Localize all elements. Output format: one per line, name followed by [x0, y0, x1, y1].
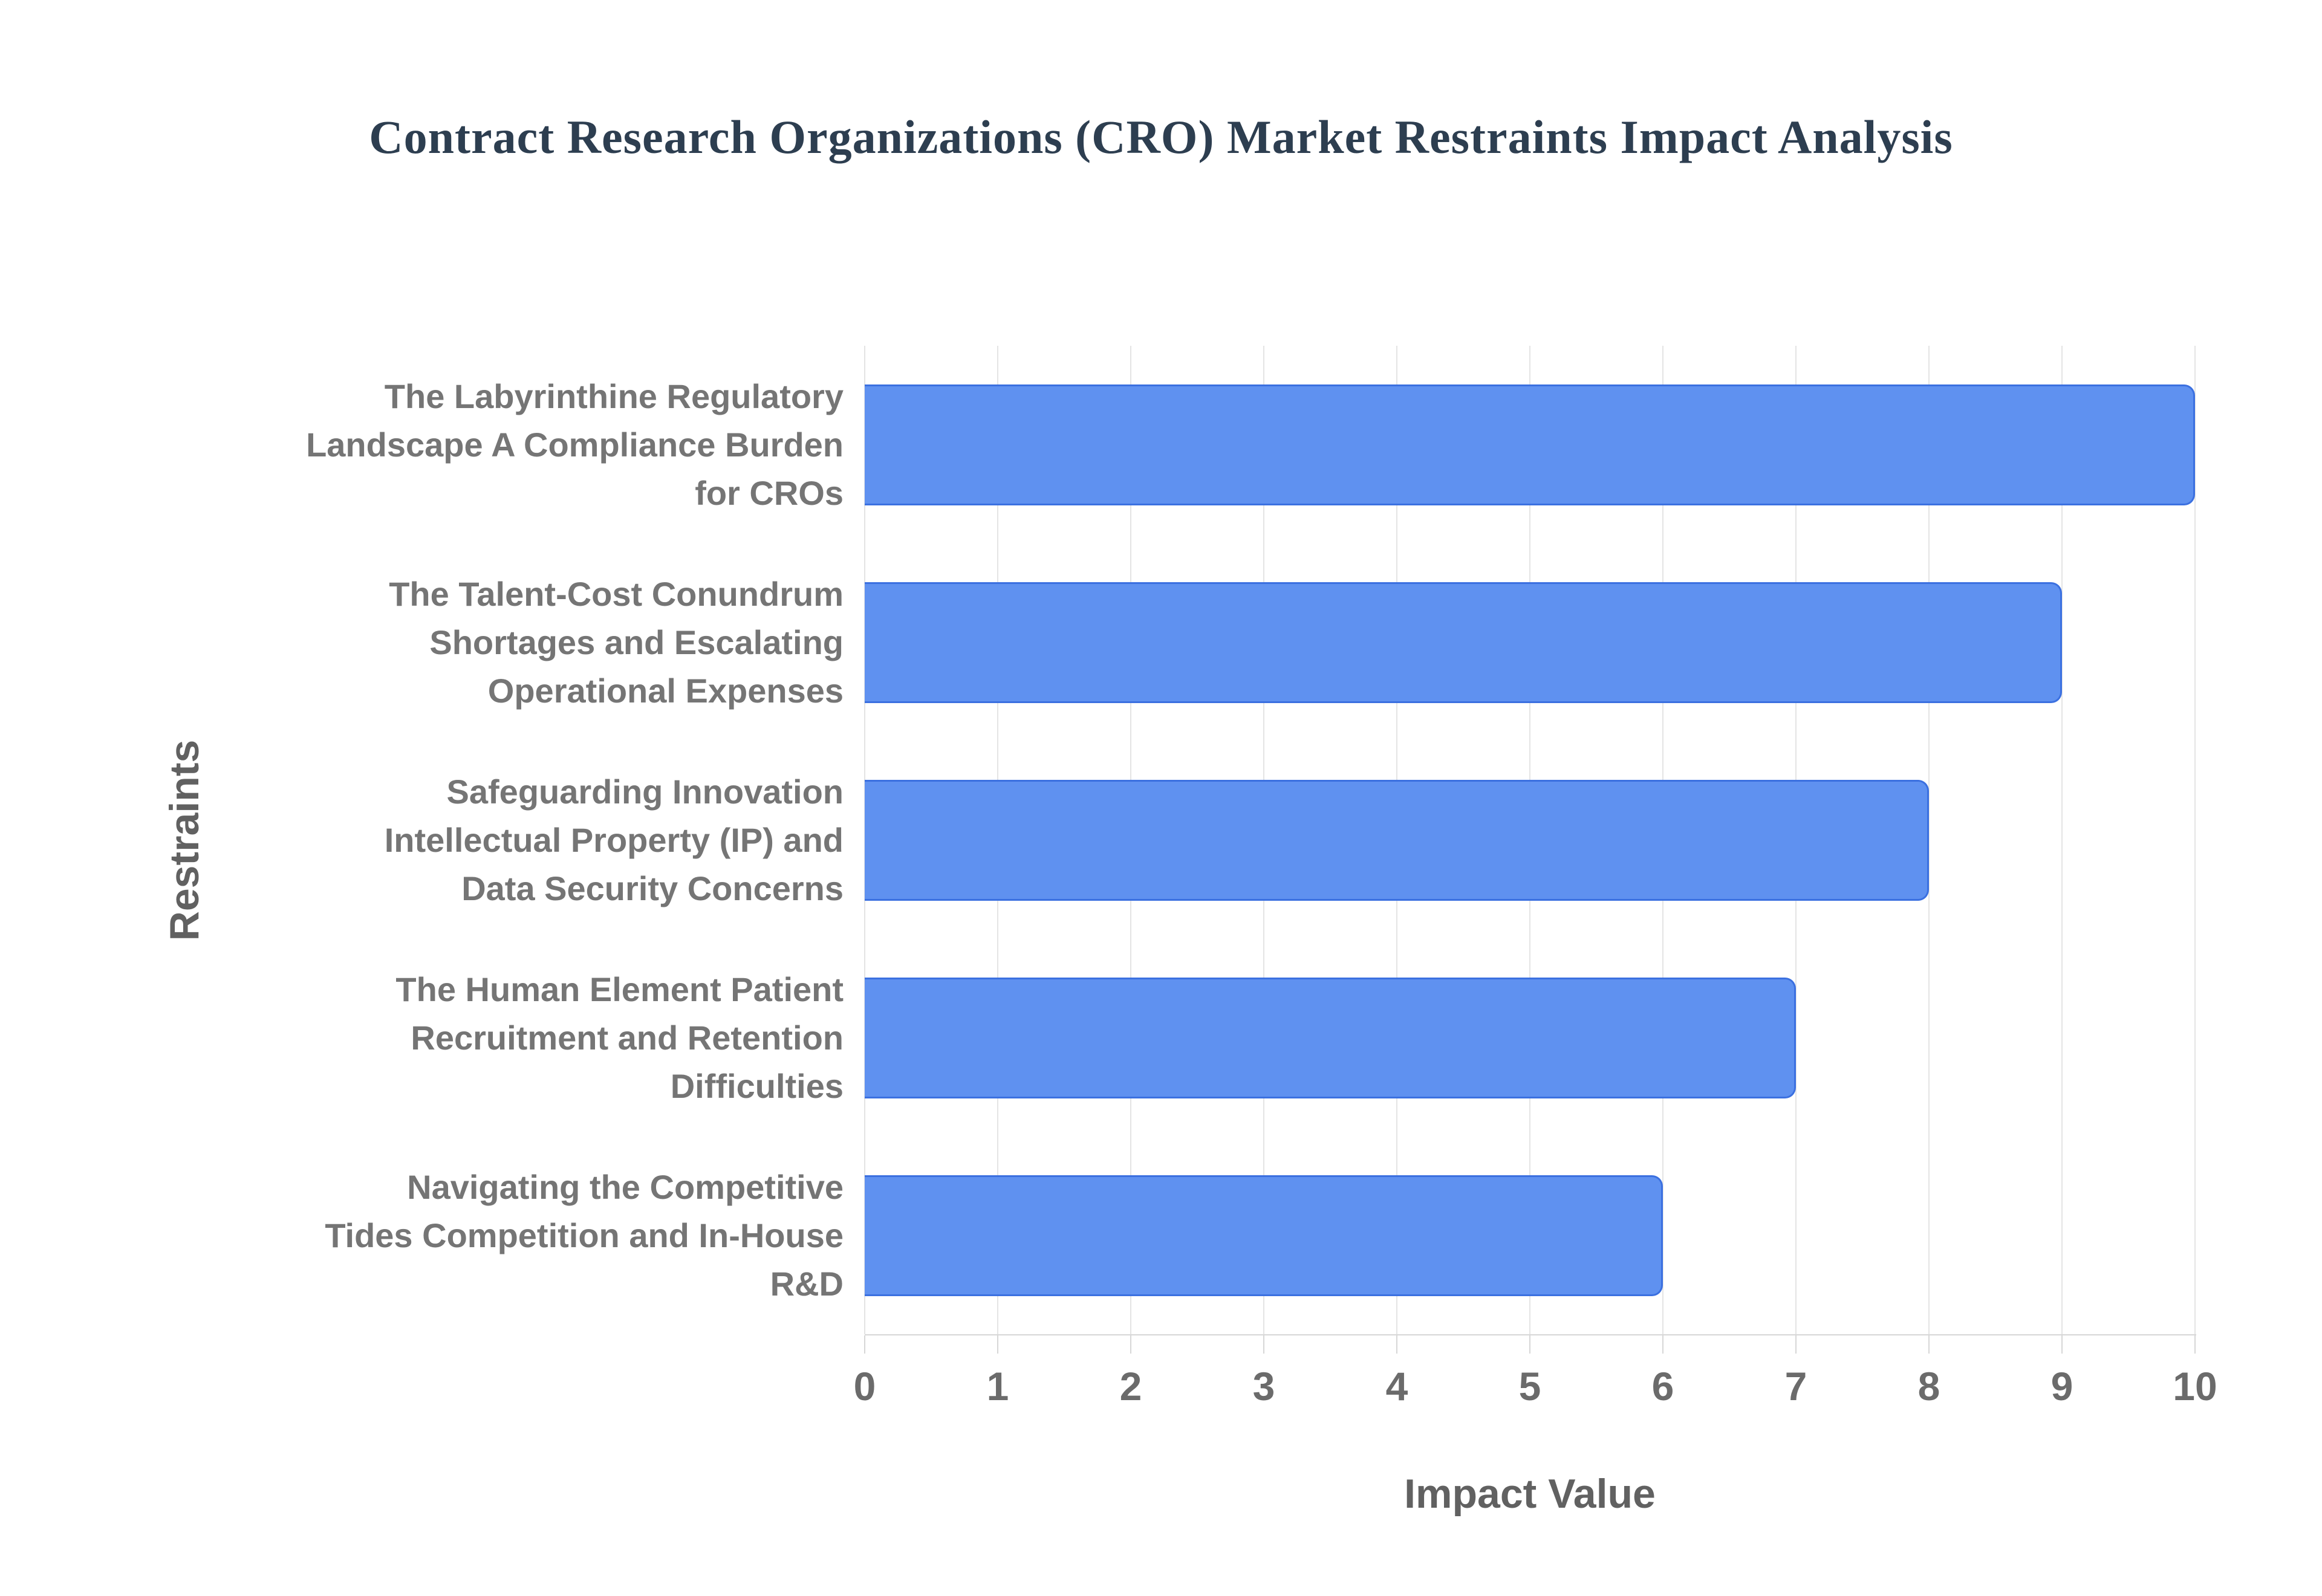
x-tick-label: 2 — [1119, 1364, 1142, 1409]
gridline — [2061, 346, 2063, 1334]
bar — [865, 977, 1796, 1098]
x-axis-tick — [2061, 1335, 2063, 1354]
bar — [865, 779, 1929, 901]
x-axis-tick — [997, 1335, 998, 1354]
x-tick-label: 3 — [1252, 1364, 1275, 1409]
chart-title: Contract Research Organizations (CRO) Ma… — [369, 111, 1953, 163]
gridline — [1928, 346, 1930, 1334]
category-label: The Talent-Cost Conundrum Shortages and … — [389, 574, 844, 710]
x-axis-tick — [2194, 1335, 2196, 1354]
x-tick-label: 4 — [1385, 1364, 1408, 1409]
x-tick-label: 10 — [2173, 1364, 2217, 1409]
x-axis-tick — [1396, 1335, 1397, 1354]
x-axis-title: Impact Value — [1404, 1471, 1656, 1517]
x-axis-tick — [1662, 1335, 1663, 1354]
x-axis-tick — [1263, 1335, 1264, 1354]
x-axis-tick — [864, 1335, 865, 1354]
x-tick-label: 7 — [1784, 1364, 1807, 1409]
x-tick-label: 6 — [1651, 1364, 1674, 1409]
category-label: Safeguarding Innovation Intellectual Pro… — [384, 772, 844, 907]
bar — [865, 384, 2195, 505]
x-tick-label: 0 — [853, 1364, 876, 1409]
x-tick-label: 8 — [1917, 1364, 1940, 1409]
gridline — [2194, 346, 2196, 1334]
x-axis-tick — [1795, 1335, 1797, 1354]
x-axis-tick — [1130, 1335, 1131, 1354]
category-label: The Labyrinthine Regulatory Landscape A … — [306, 377, 844, 512]
bar — [865, 582, 2062, 703]
x-axis-tick — [1529, 1335, 1530, 1354]
x-axis-tick — [1928, 1335, 1930, 1354]
bar — [865, 1175, 1663, 1296]
x-tick-label: 9 — [2050, 1364, 2073, 1409]
x-tick-label: 5 — [1518, 1364, 1541, 1409]
x-tick-label: 1 — [986, 1364, 1009, 1409]
x-axis-line — [865, 1334, 2196, 1335]
category-label: The Human Element Patient Recruitment an… — [395, 970, 844, 1105]
category-label: Navigating the Competitive Tides Competi… — [325, 1167, 844, 1303]
